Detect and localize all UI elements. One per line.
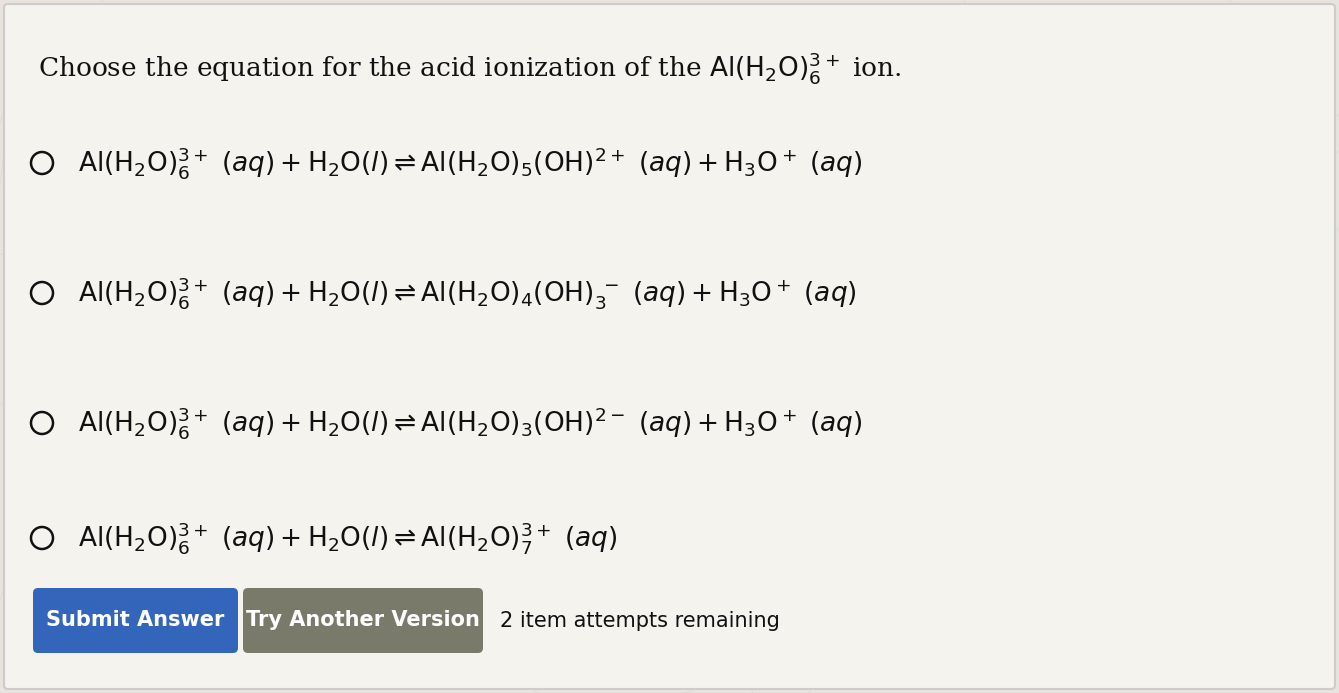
Text: Choose the equation for the acid ionization of the $\mathrm{Al(H_2O)_6^{3+}}$ io: Choose the equation for the acid ionizat…: [37, 50, 901, 86]
Text: $\mathrm{Al(H_2O)_6^{3+}}\ \mathit{(aq)} + \mathrm{H_2O}(\mathit{l}) \rightlefth: $\mathrm{Al(H_2O)_6^{3+}}\ \mathit{(aq)}…: [78, 520, 617, 556]
Text: $\mathrm{Al(H_2O)_6^{3+}}\ \mathit{(aq)} + \mathrm{H_2O}(\mathit{l}) \rightlefth: $\mathrm{Al(H_2O)_6^{3+}}\ \mathit{(aq)}…: [78, 275, 857, 311]
FancyBboxPatch shape: [33, 588, 238, 653]
Text: Submit Answer: Submit Answer: [47, 611, 225, 631]
Text: Try Another Version: Try Another Version: [246, 611, 479, 631]
Text: $\mathrm{Al(H_2O)_6^{3+}}\ \mathit{(aq)} + \mathrm{H_2O}(\mathit{l}) \rightlefth: $\mathrm{Al(H_2O)_6^{3+}}\ \mathit{(aq)}…: [78, 405, 862, 441]
FancyBboxPatch shape: [242, 588, 483, 653]
Text: $\mathrm{Al(H_2O)_6^{3+}}\ \mathit{(aq)} + \mathrm{H_2O}(\mathit{l}) \rightlefth: $\mathrm{Al(H_2O)_6^{3+}}\ \mathit{(aq)}…: [78, 145, 862, 181]
Text: 2 item attempts remaining: 2 item attempts remaining: [499, 611, 779, 631]
FancyBboxPatch shape: [4, 4, 1335, 689]
